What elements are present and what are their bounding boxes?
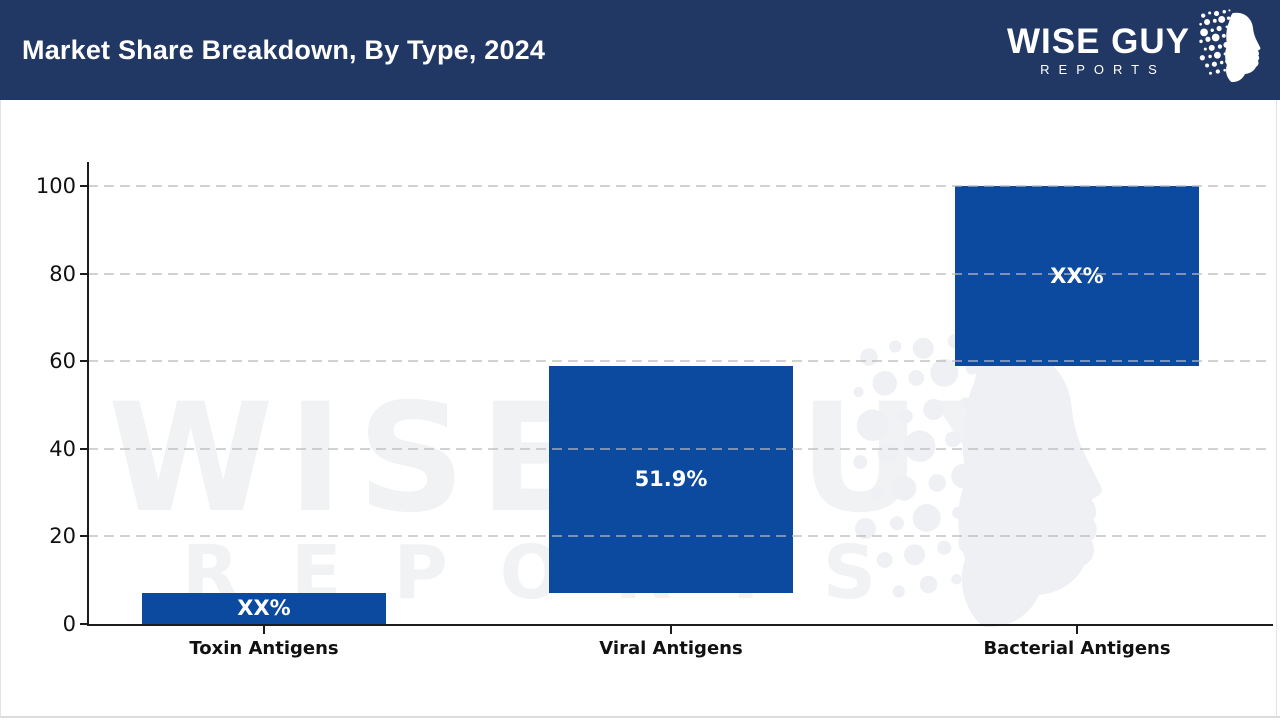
border-left	[0, 100, 1, 718]
y-tick-label-100: 100	[35, 174, 76, 198]
y-tick-label-40: 40	[49, 436, 76, 461]
bar-toxin-antigens	[142, 592, 386, 624]
gridline-y-100	[88, 185, 1272, 187]
logo-text: WISE GUY REPORTS	[1007, 24, 1190, 77]
watermark-dotted-face	[853, 331, 1103, 628]
y-tick-label-0: 0	[62, 612, 76, 636]
bar-value-label: 51.9%	[634, 467, 708, 492]
wise-guy-reports-logo: WISE GUY REPORTS	[1007, 0, 1266, 100]
page-title: Market Share Breakdown, By Type, 2024	[22, 34, 546, 65]
y-tick-40	[80, 447, 88, 450]
axis-spine-bottom	[87, 624, 1273, 626]
bar-viral-antigens	[549, 365, 793, 593]
dotted-face-icon	[1199, 9, 1261, 82]
x-tick-3	[1076, 626, 1078, 634]
x-tick-1	[263, 626, 265, 634]
axis-spine-left	[87, 162, 89, 626]
y-tick-100	[80, 185, 88, 187]
y-tick-label-20: 20	[49, 524, 76, 549]
gridline-y-40	[88, 447, 1272, 450]
y-tick-label-60: 60	[49, 349, 76, 374]
border-bottom	[0, 716, 1280, 718]
gridline-y-20	[88, 535, 1272, 538]
logo-brand-bottom: REPORTS	[1040, 61, 1166, 77]
logo-brand-top: WISE GUY	[1006, 21, 1190, 61]
x-category-label: Bacterial Antigens	[983, 638, 1171, 659]
bar-bacterial-antigens	[955, 186, 1199, 366]
x-category-label: Viral Antigens	[599, 638, 743, 659]
bar-value-label: XX%	[237, 596, 291, 621]
y-tick-20	[80, 535, 88, 538]
y-tick-80	[80, 272, 88, 275]
border-right	[1276, 100, 1277, 718]
y-tick-60	[80, 360, 88, 363]
x-tick-2	[670, 626, 672, 634]
gridline-y-60	[88, 360, 1272, 363]
bar-value-label: XX%	[1050, 263, 1104, 288]
x-category-label: Toxin Antigens	[189, 638, 339, 659]
header-band: Market Share Breakdown, By Type, 2024 WI…	[0, 0, 1280, 100]
gridline-y-80	[88, 272, 1272, 275]
y-tick-0	[80, 623, 88, 625]
y-tick-label-80: 80	[49, 261, 76, 286]
